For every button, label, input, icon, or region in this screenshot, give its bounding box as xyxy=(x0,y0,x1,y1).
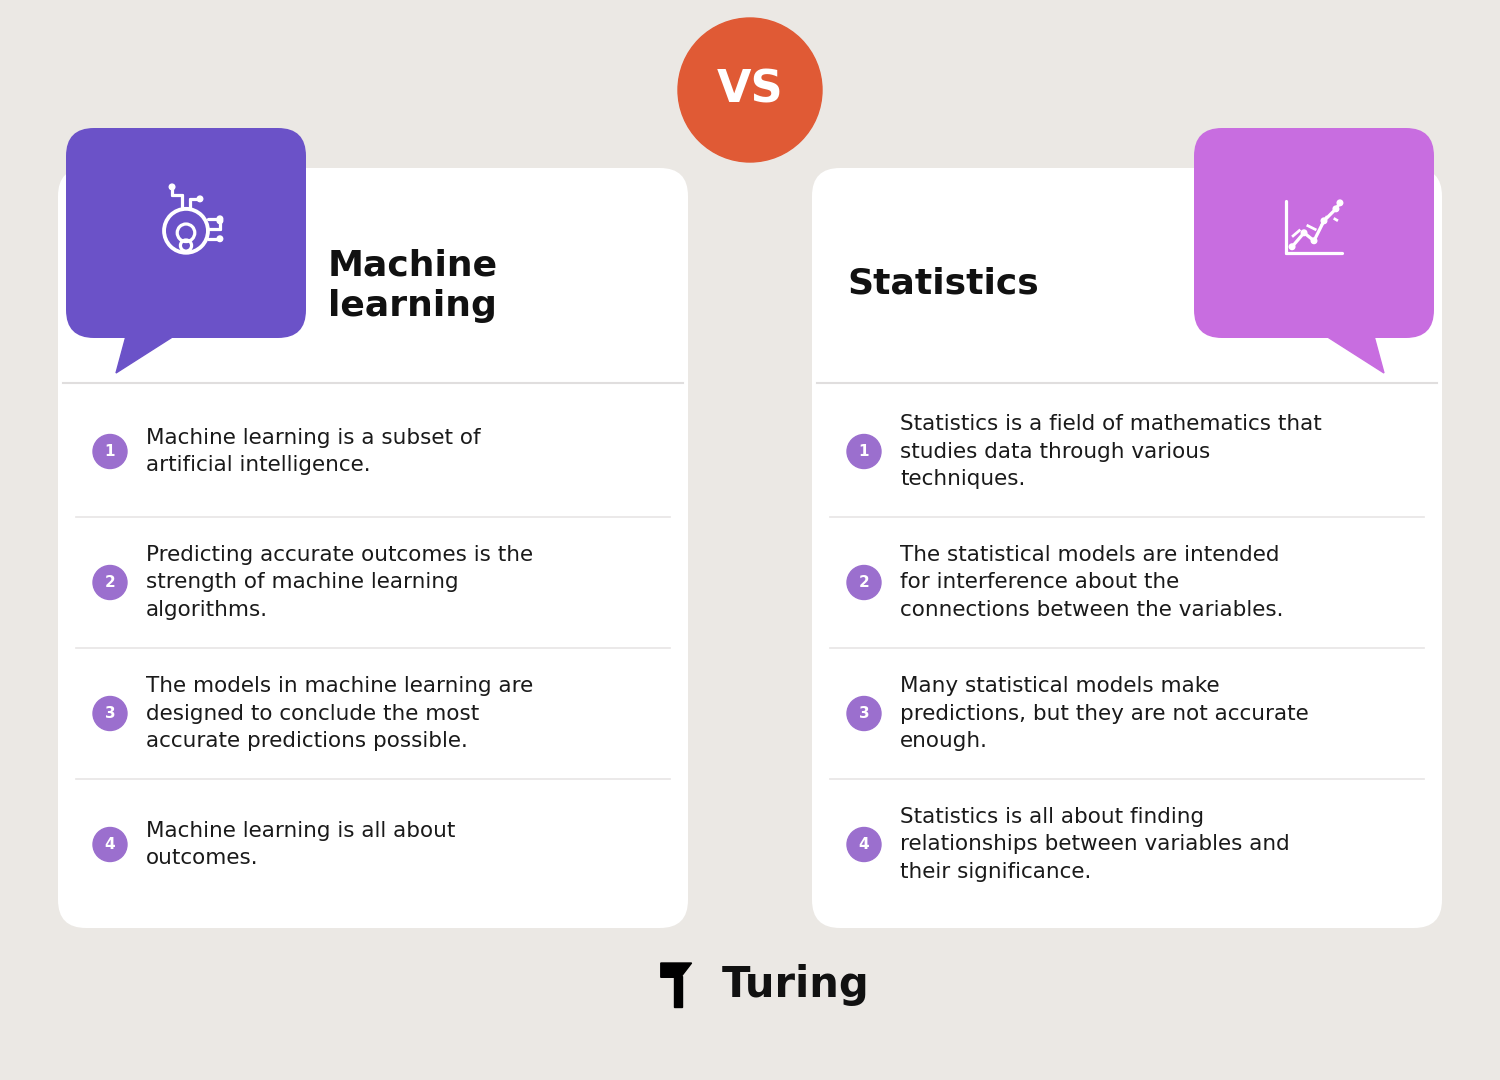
Polygon shape xyxy=(116,336,174,373)
Circle shape xyxy=(196,197,202,202)
Text: The models in machine learning are
designed to conclude the most
accurate predic: The models in machine learning are desig… xyxy=(146,676,534,751)
Text: Statistics is all about finding
relationships between variables and
their signif: Statistics is all about finding relation… xyxy=(900,808,1290,881)
Circle shape xyxy=(847,566,880,599)
Circle shape xyxy=(170,184,176,190)
Circle shape xyxy=(1336,200,1342,205)
FancyBboxPatch shape xyxy=(1194,129,1434,338)
Text: Machine learning is a subset of
artificial intelligence.: Machine learning is a subset of artifici… xyxy=(146,428,480,475)
Circle shape xyxy=(847,697,880,730)
Circle shape xyxy=(1300,230,1306,235)
FancyBboxPatch shape xyxy=(812,168,1442,928)
Text: Many statistical models make
predictions, but they are not accurate
enough.: Many statistical models make predictions… xyxy=(900,676,1308,751)
Text: 4: 4 xyxy=(858,837,870,852)
Text: VS: VS xyxy=(717,68,783,111)
Polygon shape xyxy=(1326,336,1384,373)
Circle shape xyxy=(678,18,822,162)
Text: Machine
learning: Machine learning xyxy=(328,248,498,323)
Text: Machine learning is all about
outcomes.: Machine learning is all about outcomes. xyxy=(146,821,456,868)
Text: The statistical models are intended
for interference about the
connections betwe: The statistical models are intended for … xyxy=(900,545,1284,620)
Text: 3: 3 xyxy=(858,706,870,721)
Circle shape xyxy=(93,827,128,862)
Circle shape xyxy=(847,827,880,862)
Circle shape xyxy=(1311,238,1317,244)
FancyBboxPatch shape xyxy=(66,129,306,338)
Text: 3: 3 xyxy=(105,706,116,721)
FancyBboxPatch shape xyxy=(58,168,689,928)
Text: Predicting accurate outcomes is the
strength of machine learning
algorithms.: Predicting accurate outcomes is the stre… xyxy=(146,545,532,620)
Polygon shape xyxy=(662,963,692,977)
Circle shape xyxy=(1322,218,1328,224)
Circle shape xyxy=(217,237,222,242)
Text: Statistics is a field of mathematics that
studies data through various
technique: Statistics is a field of mathematics tha… xyxy=(900,415,1322,488)
Circle shape xyxy=(93,697,128,730)
Polygon shape xyxy=(674,976,681,1007)
Text: Turing: Turing xyxy=(722,964,870,1005)
Text: 1: 1 xyxy=(858,444,870,459)
Text: Statistics: Statistics xyxy=(847,266,1038,300)
Text: 2: 2 xyxy=(858,575,870,590)
Circle shape xyxy=(93,566,128,599)
Circle shape xyxy=(1290,244,1294,249)
Circle shape xyxy=(217,218,222,224)
Circle shape xyxy=(217,216,222,221)
Text: 1: 1 xyxy=(105,444,116,459)
Circle shape xyxy=(93,434,128,469)
Circle shape xyxy=(847,434,880,469)
Text: 2: 2 xyxy=(105,575,116,590)
Text: 4: 4 xyxy=(105,837,116,852)
Circle shape xyxy=(1334,206,1338,212)
